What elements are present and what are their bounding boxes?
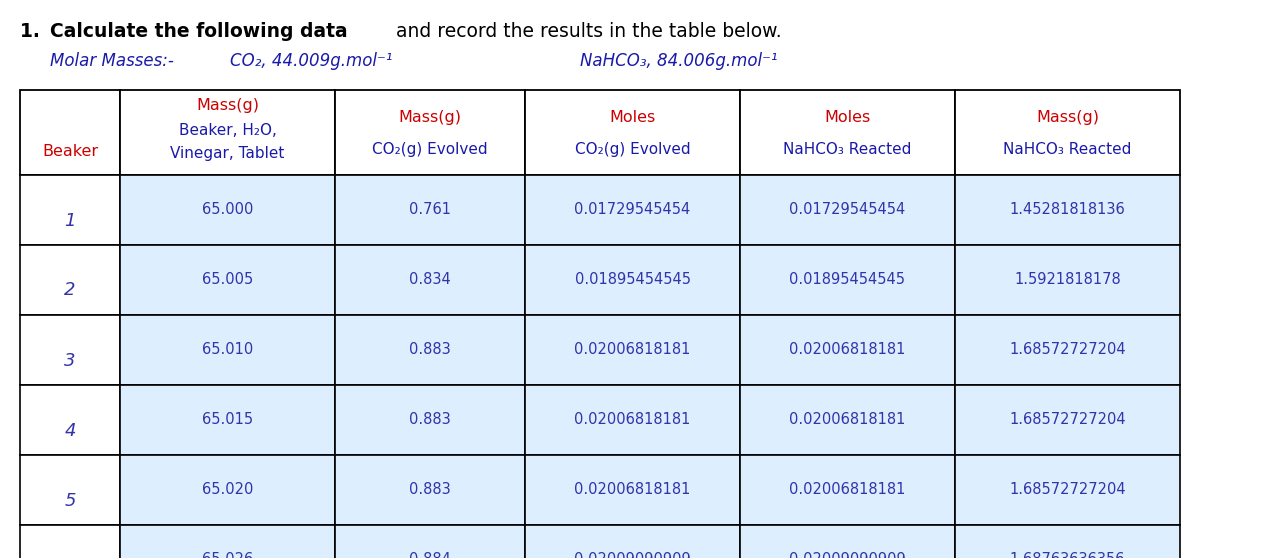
Text: CO₂(g) Evolved: CO₂(g) Evolved [575, 142, 690, 157]
Text: 1.68572727204: 1.68572727204 [1009, 412, 1125, 427]
Text: 65.005: 65.005 [201, 272, 253, 287]
Text: NaHCO₃ Reacted: NaHCO₃ Reacted [784, 142, 912, 157]
Text: Moles: Moles [824, 110, 871, 124]
Text: 4: 4 [65, 421, 76, 440]
Text: Molar Masses:-: Molar Masses:- [49, 52, 173, 70]
Text: 1: 1 [65, 211, 76, 229]
Text: 0.01895454545: 0.01895454545 [575, 272, 690, 287]
Text: 0.01729545454: 0.01729545454 [575, 203, 691, 218]
Text: Calculate the following data: Calculate the following data [49, 22, 348, 41]
Text: Mass(g): Mass(g) [399, 110, 462, 124]
Text: 3: 3 [65, 352, 76, 369]
Text: Moles: Moles [609, 110, 656, 124]
Text: 0.02006818181: 0.02006818181 [575, 412, 691, 427]
Text: 0.883: 0.883 [409, 412, 451, 427]
Text: 1.68763636356: 1.68763636356 [1010, 552, 1125, 558]
Text: 65.026: 65.026 [201, 552, 253, 558]
Text: 0.02006818181: 0.02006818181 [789, 483, 905, 498]
Text: 0.883: 0.883 [409, 483, 451, 498]
Text: 1.: 1. [20, 22, 60, 41]
Text: Vinegar, Tablet: Vinegar, Tablet [171, 146, 285, 161]
Text: 1.5921818178: 1.5921818178 [1014, 272, 1120, 287]
Text: 1.68572727204: 1.68572727204 [1009, 343, 1125, 358]
Text: 0.02006818181: 0.02006818181 [789, 412, 905, 427]
Text: 0.02009090909: 0.02009090909 [789, 552, 906, 558]
Text: 1.45281818136: 1.45281818136 [1009, 203, 1125, 218]
Text: 0.02006818181: 0.02006818181 [789, 343, 905, 358]
Text: 65.000: 65.000 [201, 203, 253, 218]
Text: 2: 2 [65, 281, 76, 300]
Text: CO₂, 44.009g.mol⁻¹: CO₂, 44.009g.mol⁻¹ [230, 52, 392, 70]
Text: 5: 5 [65, 492, 76, 509]
Text: Beaker: Beaker [42, 144, 97, 158]
Text: 0.02006818181: 0.02006818181 [575, 483, 691, 498]
Text: 0.883: 0.883 [409, 343, 451, 358]
Text: 1.68572727204: 1.68572727204 [1009, 483, 1125, 498]
Text: Mass(g): Mass(g) [1036, 110, 1099, 124]
Text: Beaker, H₂O,: Beaker, H₂O, [179, 123, 276, 138]
Text: Mass(g): Mass(g) [196, 98, 260, 113]
Text: NaHCO₃ Reacted: NaHCO₃ Reacted [1004, 142, 1132, 157]
Text: 65.015: 65.015 [203, 412, 253, 427]
Text: 65.010: 65.010 [201, 343, 253, 358]
Text: 0.01895454545: 0.01895454545 [790, 272, 905, 287]
Text: 0.834: 0.834 [409, 272, 451, 287]
Text: and record the results in the table below.: and record the results in the table belo… [390, 22, 781, 41]
Text: 0.02006818181: 0.02006818181 [575, 343, 691, 358]
Text: CO₂(g) Evolved: CO₂(g) Evolved [372, 142, 487, 157]
Text: 0.761: 0.761 [409, 203, 451, 218]
Text: 0.884: 0.884 [409, 552, 451, 558]
Text: 0.02009090909: 0.02009090909 [573, 552, 691, 558]
Text: 0.01729545454: 0.01729545454 [790, 203, 905, 218]
Text: NaHCO₃, 84.006g.mol⁻¹: NaHCO₃, 84.006g.mol⁻¹ [580, 52, 777, 70]
Text: 65.020: 65.020 [201, 483, 253, 498]
